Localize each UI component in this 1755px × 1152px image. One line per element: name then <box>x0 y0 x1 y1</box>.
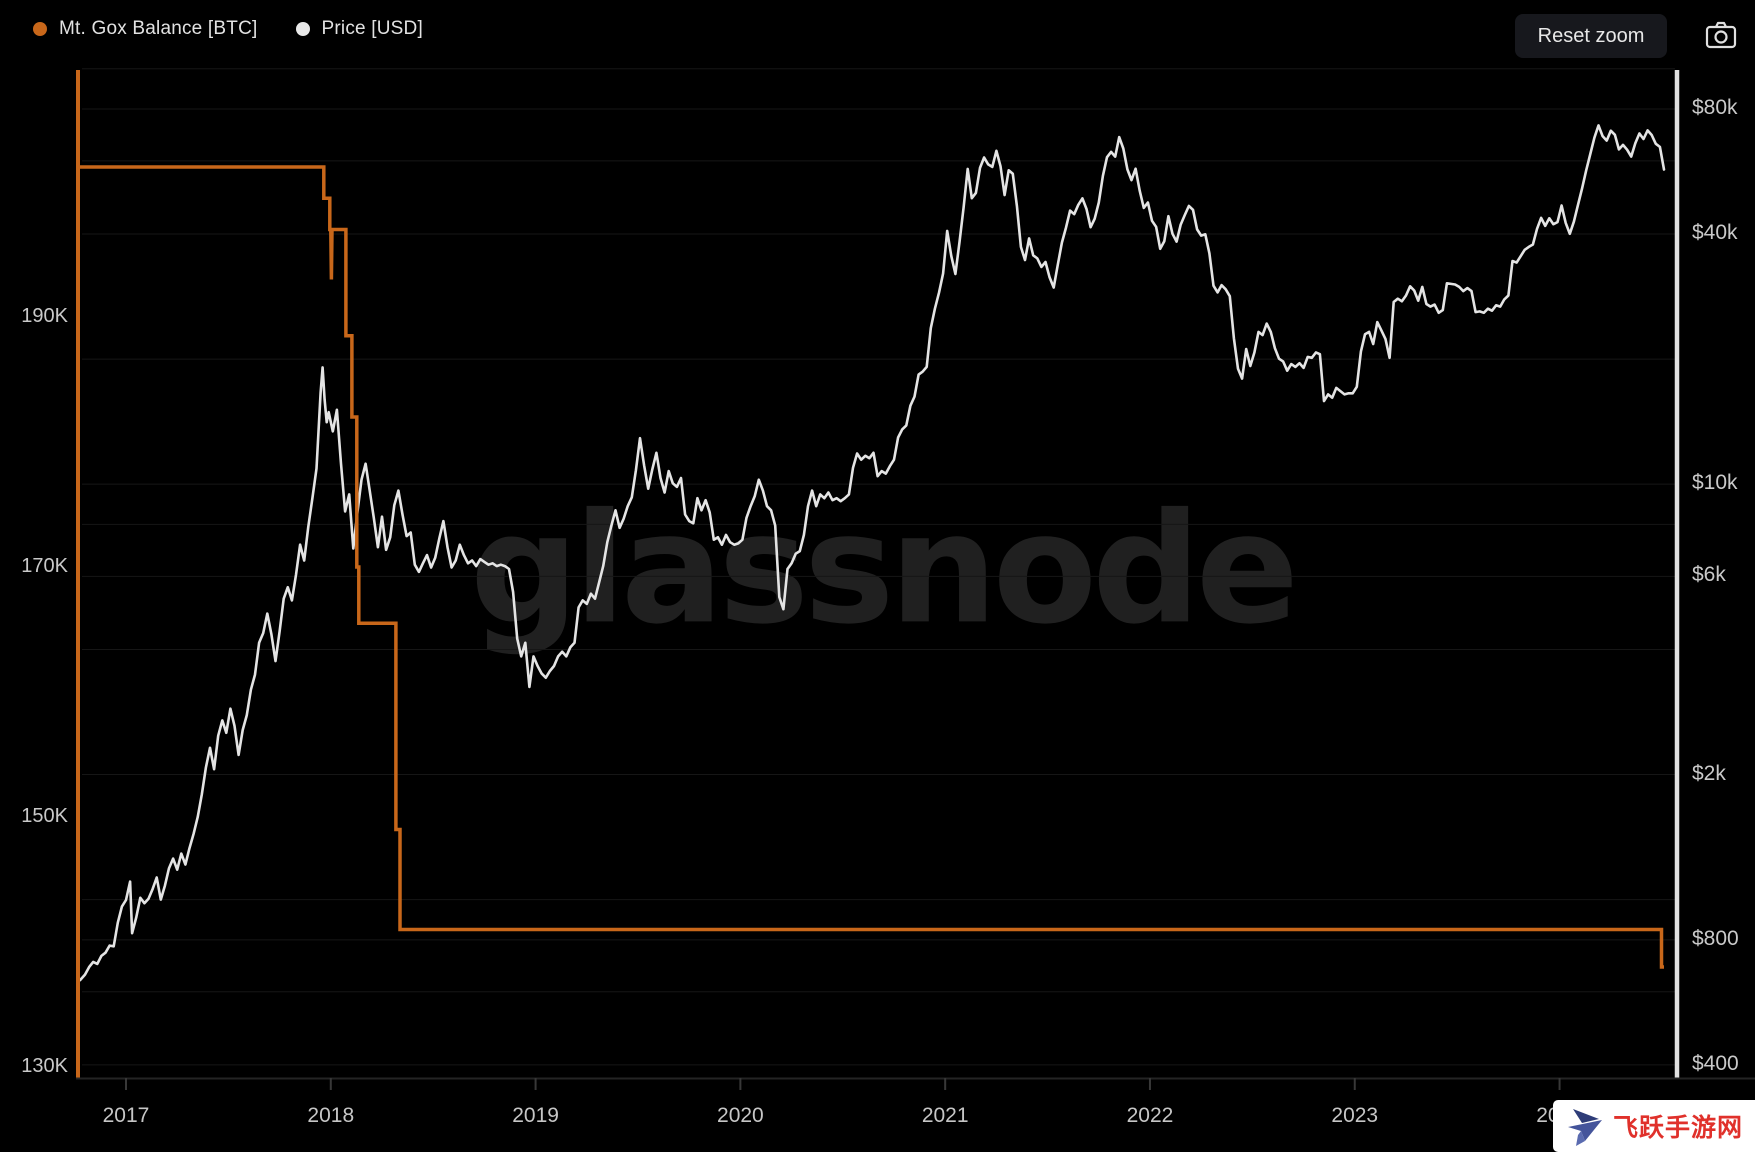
legend-item-price[interactable]: Price [USD] <box>295 18 423 40</box>
balance-series-line <box>80 165 1664 969</box>
price-series-line <box>78 124 1666 982</box>
legend-label-price: Price [USD] <box>321 18 423 39</box>
origami-bird-icon <box>1568 1109 1602 1146</box>
camera-icon[interactable] <box>1704 20 1738 50</box>
balance-series-dot-icon <box>33 22 47 36</box>
glassnode-watermark: glassnode <box>470 480 1299 658</box>
price-series-dot-icon <box>295 22 310 36</box>
site-watermark-badge: 飞跃手游网 <box>1553 1100 1755 1152</box>
legend-label-balance: Mt. Gox Balance [BTC] <box>59 18 258 39</box>
legend: Mt. Gox Balance [BTC] Price [USD] <box>33 18 423 40</box>
reset-zoom-button[interactable]: Reset zoom <box>1515 14 1667 58</box>
legend-item-mtgox-balance[interactable]: Mt. Gox Balance [BTC] <box>33 18 258 40</box>
site-watermark-text: 飞跃手游网 <box>1613 1114 1744 1142</box>
